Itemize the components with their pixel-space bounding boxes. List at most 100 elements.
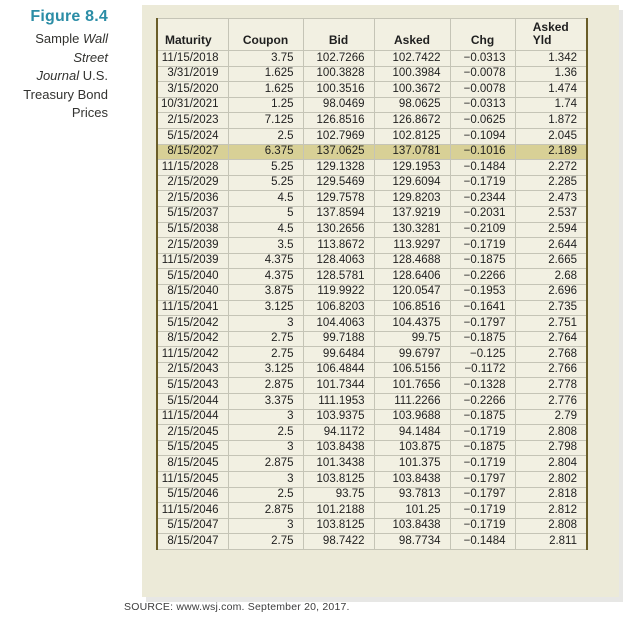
cell-bid: 102.7266 (303, 50, 375, 67)
cell-coupon: 5.25 (228, 175, 304, 192)
column-header-coupon: Coupon (228, 18, 304, 51)
cell-maturity: 8/15/2040 (157, 284, 229, 301)
cell-chg: −0.2266 (450, 393, 516, 410)
figure-subtitle-line-3: Treasury Bond (23, 86, 108, 102)
table-row-highlighted: 8/15/2027 6.375 137.0625 137.0781 −0.1016 2.1… (157, 144, 587, 161)
table-row: 5/15/2040 4.375 128.5781 128.6406 −0.2266 2.6… (157, 268, 587, 285)
cell-asked-yld: 2.594 (515, 222, 587, 239)
cell-chg: −0.1328 (450, 377, 516, 395)
cell-maturity: 11/15/2042 (157, 346, 229, 363)
cell-asked: 106.5156 (374, 362, 451, 379)
cell-chg: −0.0625 (450, 112, 516, 129)
cell-asked: 100.3984 (374, 66, 451, 83)
cell-coupon: 3 (228, 409, 304, 426)
table-row: 5/15/2037 5 137.8594 137.9219 −0.2031 2.537 (157, 206, 587, 223)
cell-maturity: 8/15/2042 (157, 331, 229, 348)
cell-coupon: 3 (228, 315, 304, 332)
cell-asked: 103.8438 (374, 471, 451, 488)
cell-asked-yld: 2.808 (515, 518, 587, 535)
table-header-row: Maturity Coupon Bid Asked Chg Asked Yld (157, 18, 587, 51)
cell-coupon: 2.75 (228, 346, 304, 363)
cell-bid: 103.8125 (303, 471, 375, 488)
cell-asked-yld: 1.474 (515, 81, 587, 98)
cell-asked: 111.2266 (374, 393, 451, 410)
cell-maturity: 5/15/2037 (157, 206, 229, 223)
cell-bid: 106.4844 (303, 362, 375, 379)
cell-bid: 99.7188 (303, 331, 375, 348)
cell-maturity: 11/15/2041 (157, 300, 229, 317)
cell-coupon: 3 (228, 471, 304, 488)
table-row: 5/15/2042 3 104.4063 104.4375 −0.1797 2.751 (157, 315, 587, 332)
cell-coupon: 2.75 (228, 533, 304, 550)
table-row: 2/15/2023 7.125 126.8516 126.8672 −0.0625 1.8… (157, 112, 587, 129)
cell-asked-yld: 2.751 (515, 315, 587, 332)
cell-asked-yld: 1.36 (515, 66, 587, 83)
table-row: 2/15/2043 3.125 106.4844 106.5156 −0.1172 2.7… (157, 362, 587, 379)
cell-coupon: 1.625 (228, 66, 304, 83)
cell-maturity: 5/15/2045 (157, 440, 229, 457)
cell-maturity: 2/15/2045 (157, 424, 229, 441)
cell-maturity: 5/15/2038 (157, 222, 229, 239)
figure-subtitle-line-2: Journal U.S. (2, 67, 108, 86)
table-row: 11/15/2028 5.25 129.1328 129.1953 −0.1484 2.2… (157, 159, 587, 176)
cell-asked-yld: 2.764 (515, 331, 587, 348)
cell-asked-yld: 2.537 (515, 206, 587, 223)
cell-asked-yld: 2.812 (515, 502, 587, 519)
table-row: 2/15/2045 2.5 94.1172 94.1484 −0.1719 2.808 (157, 424, 587, 441)
cell-maturity: 11/15/2039 (157, 253, 229, 270)
cell-maturity: 2/15/2043 (157, 362, 229, 379)
cell-maturity: 5/15/2044 (157, 393, 229, 410)
cell-asked-yld: 2.644 (515, 237, 587, 254)
cell-asked-yld: 2.766 (515, 362, 587, 379)
cell-asked-yld: 2.768 (515, 346, 587, 363)
cell-asked-yld: 2.473 (515, 190, 587, 207)
table-row: 5/15/2044 3.375 111.1953 111.2266 −0.2266 2.7… (157, 393, 587, 410)
cell-maturity: 5/15/2043 (157, 377, 229, 395)
cell-coupon: 4.5 (228, 190, 304, 207)
cell-maturity: 10/31/2021 (157, 97, 229, 114)
cell-coupon: 4.5 (228, 222, 304, 239)
cell-chg: −0.0313 (450, 97, 516, 114)
subtitle-text-italic: Wall Street (73, 31, 108, 65)
cell-coupon: 4.375 (228, 253, 304, 270)
subtitle-text: U.S. (79, 68, 108, 83)
table-row: 8/15/2042 2.75 99.7188 99.75 −0.1875 2.764 (157, 331, 587, 348)
cell-maturity: 11/15/2045 (157, 471, 229, 488)
cell-bid: 137.8594 (303, 206, 375, 223)
cell-coupon: 3.875 (228, 284, 304, 301)
cell-coupon: 1.25 (228, 97, 304, 114)
bond-table-body: 11/15/2018 3.75 102.7266 102.7422 −0.0313 1.3… (157, 50, 587, 550)
cell-maturity: 11/15/2046 (157, 502, 229, 519)
table-row: 5/15/2043 2.875 101.7344 101.7656 −0.1328 2.7… (157, 377, 587, 395)
cell-asked: 126.8672 (374, 112, 451, 129)
cell-maturity: 5/15/2024 (157, 128, 229, 145)
cell-chg: −0.0313 (450, 50, 516, 67)
cell-asked: 98.0625 (374, 97, 451, 114)
cell-coupon: 7.125 (228, 112, 304, 129)
cell-coupon: 2.75 (228, 331, 304, 348)
cell-coupon: 3.125 (228, 300, 304, 317)
cell-bid: 130.2656 (303, 222, 375, 239)
cell-chg: −0.1484 (450, 533, 516, 550)
cell-bid: 101.2188 (303, 502, 375, 519)
cell-asked: 100.3672 (374, 81, 451, 98)
cell-bid: 103.8125 (303, 518, 375, 535)
cell-bid: 100.3828 (303, 66, 375, 83)
cell-chg: −0.2344 (450, 190, 516, 207)
cell-coupon: 3.75 (228, 50, 304, 67)
table-row: 3/15/2020 1.625 100.3516 100.3672 −0.0078 1.4… (157, 81, 587, 98)
cell-coupon: 2.875 (228, 455, 304, 473)
cell-bid: 113.8672 (303, 237, 375, 254)
cell-bid: 93.75 (303, 487, 375, 504)
cell-asked: 130.3281 (374, 222, 451, 239)
cell-asked-yld: 2.811 (515, 533, 587, 550)
cell-bid: 103.8438 (303, 440, 375, 457)
cell-asked-yld: 2.285 (515, 175, 587, 192)
cell-asked-yld: 2.696 (515, 284, 587, 301)
subtitle-text: Sample (35, 31, 83, 46)
cell-bid: 129.1328 (303, 159, 375, 176)
cell-chg: −0.1875 (450, 440, 516, 457)
cell-asked-yld: 2.665 (515, 253, 587, 270)
cell-bid: 111.1953 (303, 393, 375, 410)
cell-coupon: 2.5 (228, 424, 304, 441)
